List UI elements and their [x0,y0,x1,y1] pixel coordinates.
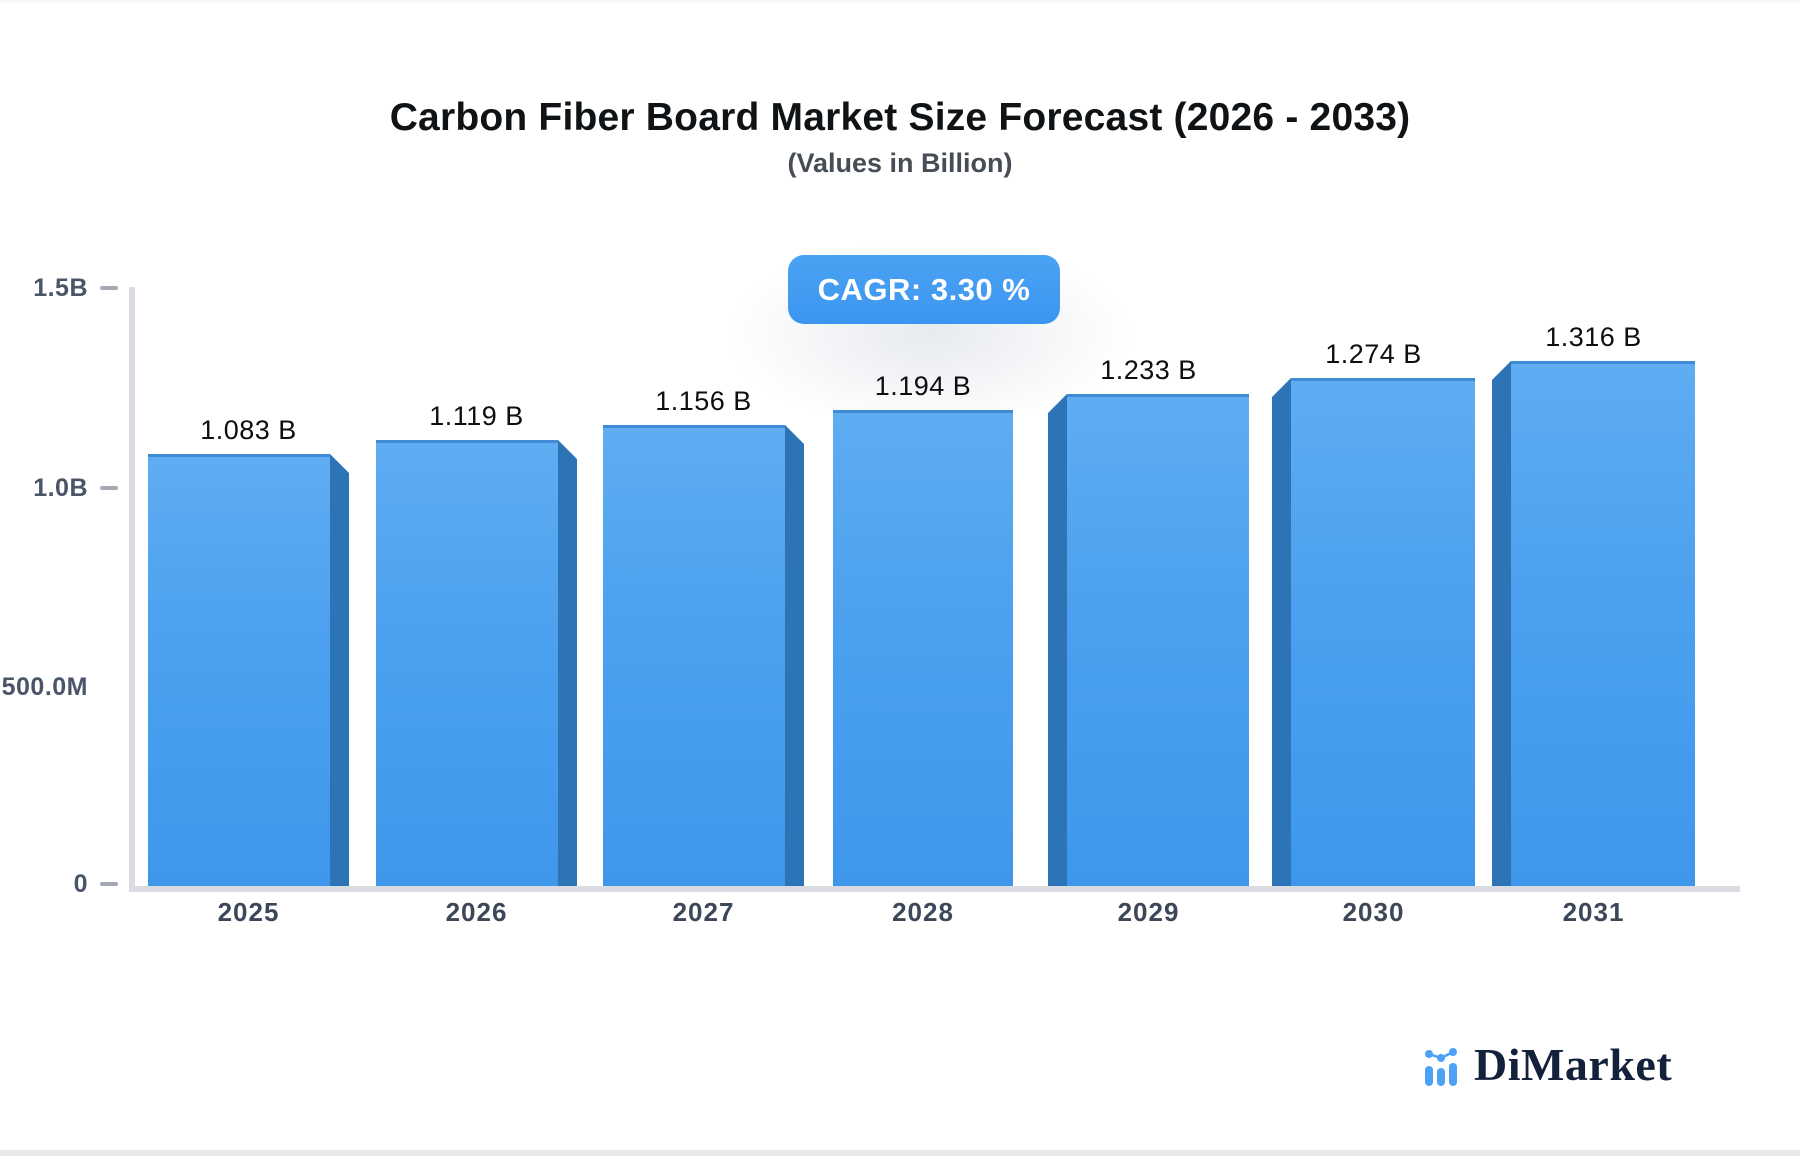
bar-value-label: 1.194 B [874,371,972,401]
y-axis-tick-label: 1.0B [33,474,88,502]
x-axis-year-label: 2025 [217,897,280,927]
bar-face [376,440,558,886]
bar-2025: 1.083 B [148,415,349,886]
x-axis-line [129,886,1740,892]
x-axis-year-label: 2031 [1562,897,1625,927]
bar-face [148,454,330,886]
cagr-badge-label: CAGR: 3.30 % [817,271,1031,307]
chart-title: Carbon Fiber Board Market Size Forecast … [389,96,1411,139]
bar-face [1067,394,1249,886]
x-axis-year-label: 2026 [445,897,508,927]
y-axis-tick-mark [100,286,118,290]
y-axis-tick-label: 0 [73,870,88,898]
bar-2030: 1.274 B [1272,339,1475,886]
x-axis-year-label: 2030 [1342,897,1405,927]
bar-face [1511,361,1695,886]
bar-2026: 1.119 B [376,401,577,886]
bar-side-shadow [785,425,804,886]
bar-face [833,410,1013,886]
chart-subtitle: (Values in Billion) [787,148,1013,178]
brand-logo: DiMarket [1422,1042,1672,1088]
y-axis-tick-label: 1.5B [33,274,88,302]
bar-side-shadow [1048,394,1067,886]
x-axis-year-label: 2027 [672,897,735,927]
x-axis-year-label: 2028 [892,897,954,927]
y-axis-tick-mark [100,486,118,490]
brand-name: DiMarket [1474,1039,1673,1090]
bar-side-shadow [330,454,349,886]
x-axis-year-label: 2029 [1117,897,1180,927]
bar-value-label: 1.156 B [655,386,752,416]
bar-2027: 1.156 B [603,386,804,886]
bar-value-label: 1.083 B [200,415,297,445]
bar-2031: 1.316 B [1492,322,1695,886]
bar-line-chart-icon [1425,1048,1457,1086]
bar-side-shadow [1492,361,1511,886]
bar-value-label: 1.119 B [429,401,524,431]
bar-side-shadow [1272,378,1291,886]
bar-value-label: 1.274 B [1325,339,1422,369]
y-axis-line [129,287,135,892]
y-axis-tick-label: 500.0M [1,673,88,701]
page-top-border [0,0,1800,3]
y-axis-tick-mark [100,882,118,886]
bar-face [603,425,785,886]
bar-value-label: 1.316 B [1545,322,1642,352]
bar-value-label: 1.233 B [1100,355,1197,385]
bar-2028: 1.194 B [833,371,1013,886]
cagr-badge: CAGR: 3.30 % [788,255,1060,324]
bar-side-shadow [558,440,577,886]
page-bottom-border [0,1150,1800,1156]
bar-face [1291,378,1475,886]
bar-2029: 1.233 B [1048,355,1249,886]
